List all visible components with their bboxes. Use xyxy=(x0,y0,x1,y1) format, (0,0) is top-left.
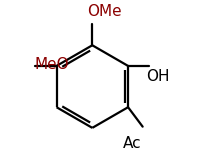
Text: OH: OH xyxy=(146,69,170,84)
Text: OMe: OMe xyxy=(87,4,122,19)
Text: MeO: MeO xyxy=(34,57,69,72)
Text: Ac: Ac xyxy=(123,136,141,151)
